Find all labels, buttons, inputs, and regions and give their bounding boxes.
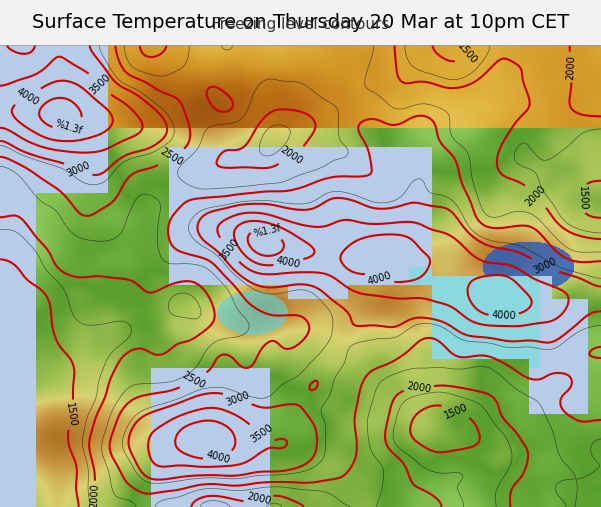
Text: 1500: 1500 (442, 402, 469, 421)
Text: %1.3f: %1.3f (252, 224, 282, 239)
Text: Surface Temperature on Thursday 20 Mar at 10pm CET: Surface Temperature on Thursday 20 Mar a… (32, 13, 569, 31)
Text: 3500: 3500 (249, 423, 275, 445)
Text: 2500: 2500 (158, 147, 185, 168)
Text: %1.3f: %1.3f (54, 119, 84, 136)
Text: 2000: 2000 (565, 54, 576, 80)
Text: 1500: 1500 (64, 402, 78, 428)
Text: 2000: 2000 (406, 381, 432, 394)
Text: 3000: 3000 (65, 160, 91, 179)
Text: 2000: 2000 (245, 491, 272, 506)
FancyBboxPatch shape (0, 0, 601, 45)
Text: 2500: 2500 (180, 370, 207, 390)
Text: 4000: 4000 (15, 86, 41, 107)
Text: 2000: 2000 (523, 184, 548, 209)
Text: 1500: 1500 (456, 41, 479, 65)
Text: 3500: 3500 (218, 237, 241, 263)
Text: 3000: 3000 (532, 256, 558, 275)
Text: 4000: 4000 (275, 255, 302, 270)
Text: 2000: 2000 (90, 484, 100, 507)
Text: Freezing level contours: Freezing level contours (212, 17, 389, 32)
Text: 1500: 1500 (578, 186, 588, 211)
Text: 4000: 4000 (367, 270, 393, 286)
Text: 4000: 4000 (205, 449, 231, 465)
Text: 2000: 2000 (278, 144, 305, 167)
Text: 4000: 4000 (492, 310, 516, 321)
Text: 3500: 3500 (88, 72, 112, 96)
Text: 3000: 3000 (224, 390, 251, 408)
